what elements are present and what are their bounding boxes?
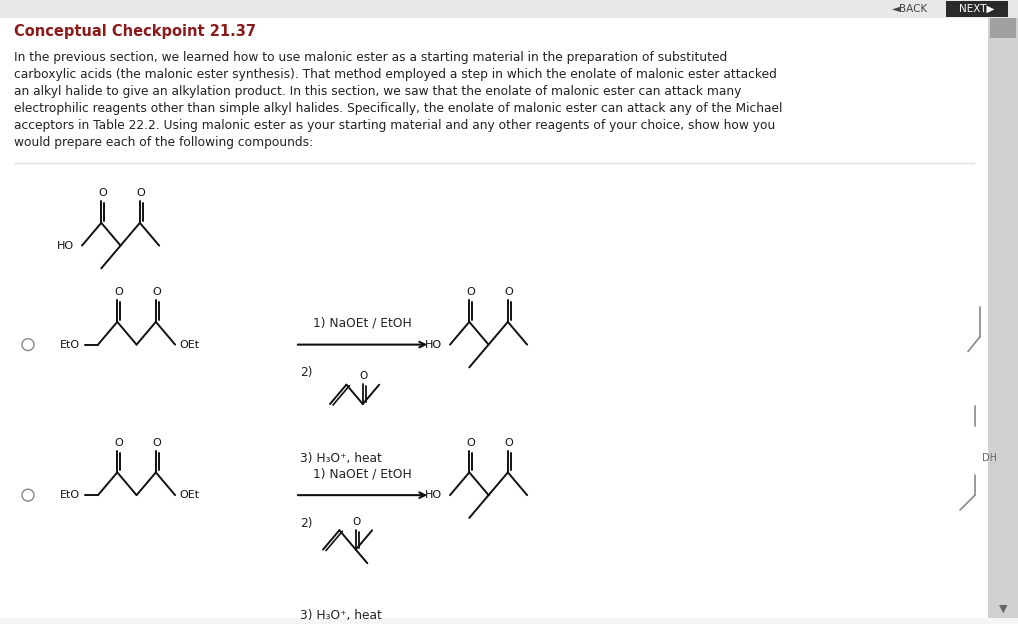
Text: O: O <box>352 517 361 527</box>
Text: O: O <box>114 437 122 447</box>
Text: OEt: OEt <box>179 490 200 500</box>
Text: O: O <box>136 188 146 198</box>
Text: electrophilic reagents other than simple alkyl halides. Specifically, the enolat: electrophilic reagents other than simple… <box>14 102 783 115</box>
Text: Conceptual Checkpoint 21.37: Conceptual Checkpoint 21.37 <box>14 24 256 39</box>
Bar <box>988 18 1018 618</box>
Text: O: O <box>114 287 122 297</box>
Text: DH: DH <box>982 452 997 462</box>
Text: O: O <box>98 188 107 198</box>
Text: acceptors in Table 22.2. Using malonic ester as your starting material and any o: acceptors in Table 22.2. Using malonic e… <box>14 119 776 132</box>
Text: 2): 2) <box>300 517 313 530</box>
Text: O: O <box>359 371 367 381</box>
Text: NEXT▶: NEXT▶ <box>959 4 995 14</box>
Text: ▼: ▼ <box>999 604 1007 614</box>
Text: EtO: EtO <box>60 339 80 349</box>
Text: HO: HO <box>425 339 442 349</box>
Text: O: O <box>153 287 161 297</box>
Text: In the previous section, we learned how to use malonic ester as a starting mater: In the previous section, we learned how … <box>14 52 727 64</box>
Text: 1) NaOEt / EtOH: 1) NaOEt / EtOH <box>314 317 412 329</box>
Text: O: O <box>466 287 474 297</box>
Text: O: O <box>466 437 474 447</box>
Bar <box>946 1 1008 17</box>
Text: an alkyl halide to give an alkylation product. In this section, we saw that the : an alkyl halide to give an alkylation pr… <box>14 85 741 98</box>
Text: EtO: EtO <box>60 490 80 500</box>
Text: HO: HO <box>57 241 74 251</box>
Text: 2): 2) <box>300 366 313 379</box>
Text: O: O <box>505 437 513 447</box>
Text: O: O <box>153 437 161 447</box>
Text: O: O <box>505 287 513 297</box>
Bar <box>0 0 1018 18</box>
Bar <box>989 18 1016 37</box>
Text: OEt: OEt <box>179 339 200 349</box>
Text: carboxylic acids (the malonic ester synthesis). That method employed a step in w: carboxylic acids (the malonic ester synt… <box>14 69 777 81</box>
Text: 3) H₃O⁺, heat: 3) H₃O⁺, heat <box>300 609 382 622</box>
Text: ◄BACK: ◄BACK <box>892 4 928 14</box>
Text: would prepare each of the following compounds:: would prepare each of the following comp… <box>14 135 314 149</box>
Text: 3) H₃O⁺, heat: 3) H₃O⁺, heat <box>300 452 382 464</box>
Text: 1) NaOEt / EtOH: 1) NaOEt / EtOH <box>314 467 412 480</box>
Text: HO: HO <box>425 490 442 500</box>
